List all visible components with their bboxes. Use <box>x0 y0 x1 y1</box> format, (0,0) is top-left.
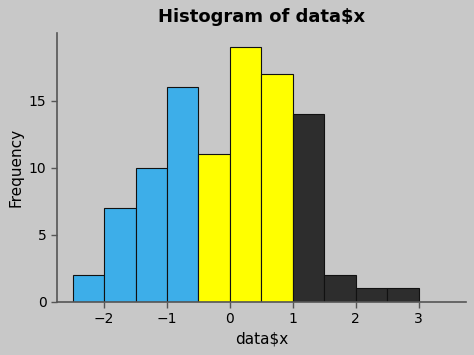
Bar <box>167 87 199 302</box>
Bar <box>261 74 293 302</box>
Bar <box>293 114 324 302</box>
Bar <box>230 47 261 302</box>
Bar <box>387 288 419 302</box>
Bar <box>104 208 136 302</box>
X-axis label: data$x: data$x <box>235 332 288 347</box>
Bar <box>199 154 230 302</box>
Bar <box>356 288 387 302</box>
Bar <box>73 275 104 302</box>
Bar <box>136 168 167 302</box>
Title: Histogram of data$x: Histogram of data$x <box>158 8 365 26</box>
Bar <box>324 275 356 302</box>
Y-axis label: Frequency: Frequency <box>9 128 23 207</box>
